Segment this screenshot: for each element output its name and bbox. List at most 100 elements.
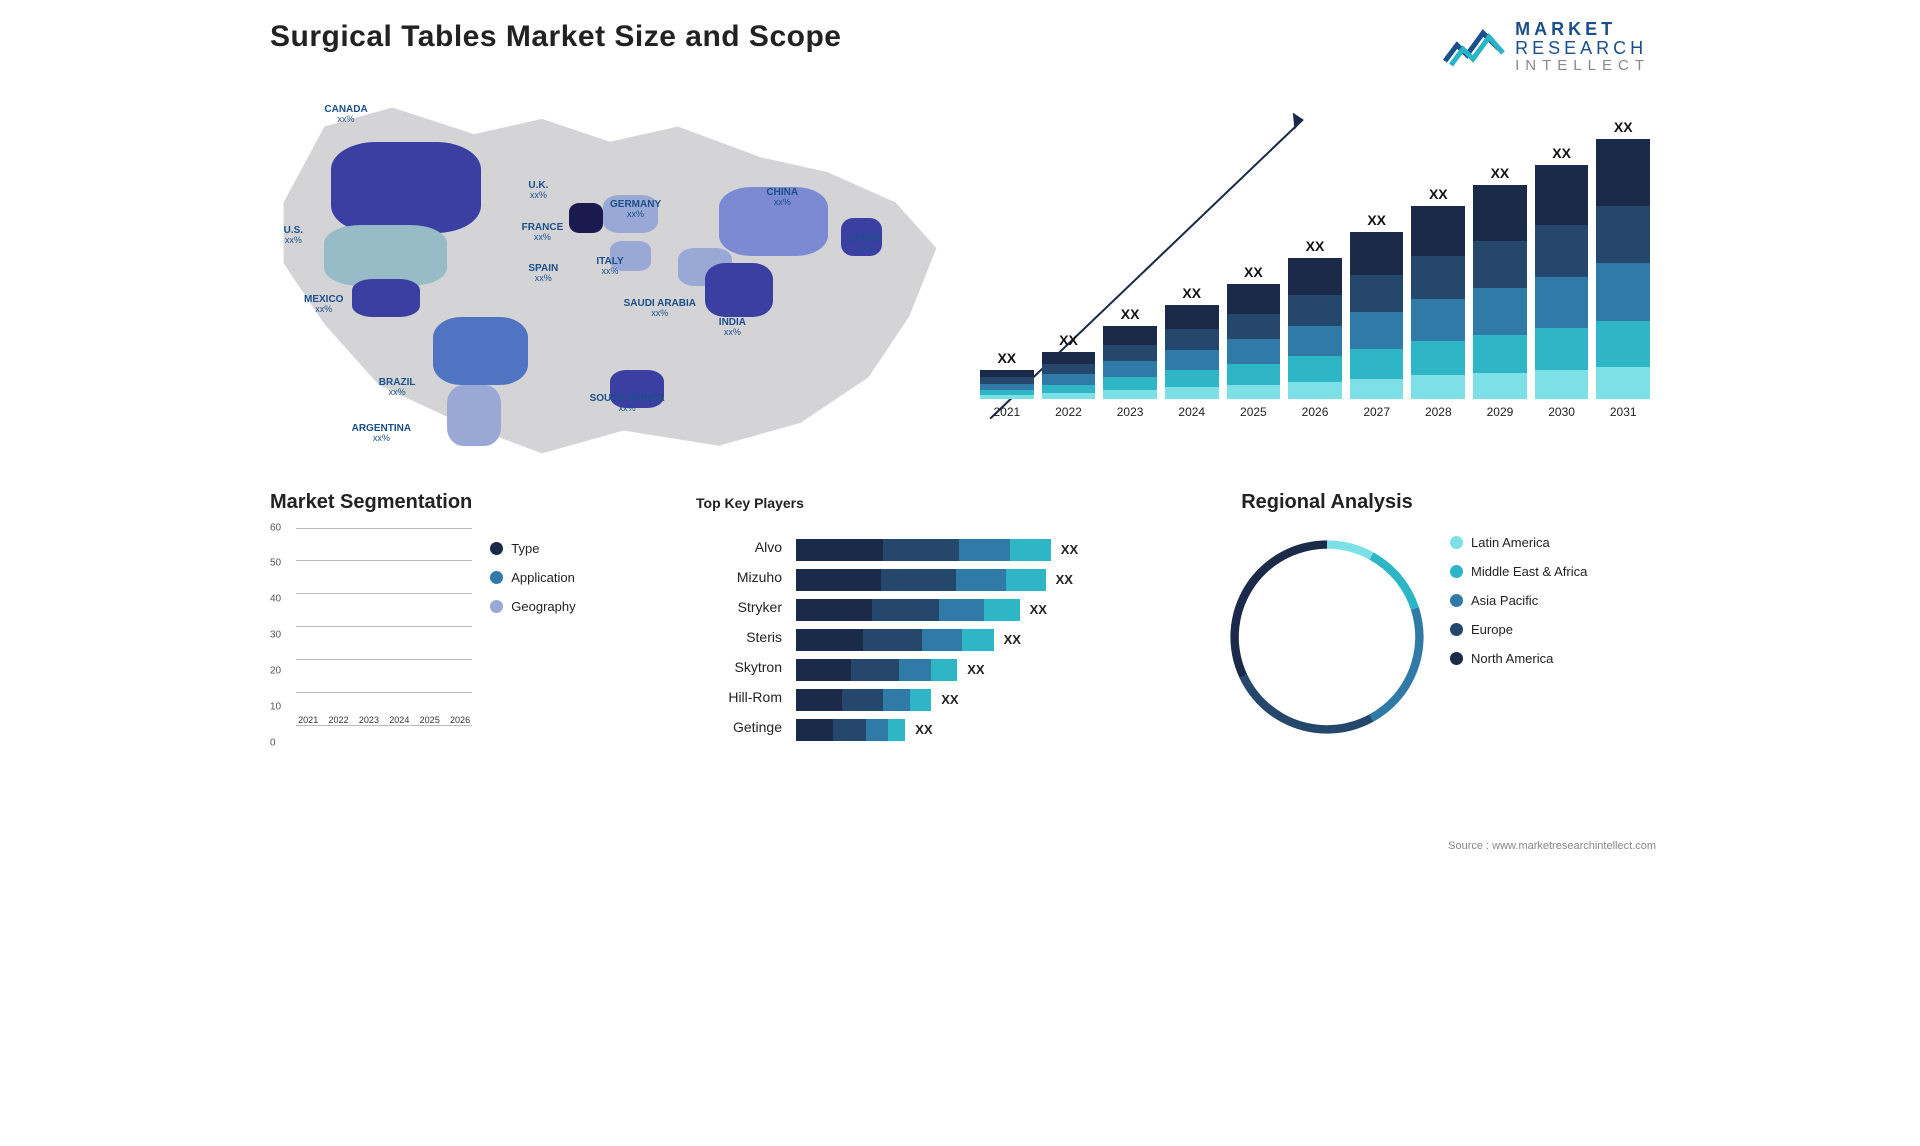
map-country-label: U.S.xx% — [284, 225, 303, 246]
growth-bar: XX 2024 — [1165, 285, 1219, 419]
seg-legend-item: Application — [490, 570, 670, 585]
map-country-label: SAUDI ARABIAxx% — [624, 298, 696, 319]
growth-bar-label: XX — [1059, 332, 1078, 348]
growth-xlabel: 2029 — [1487, 405, 1514, 419]
growth-xlabel: 2024 — [1178, 405, 1205, 419]
regional-legend-item: North America — [1450, 651, 1587, 666]
growth-xlabel: 2031 — [1610, 405, 1637, 419]
growth-bar: XX 2029 — [1473, 165, 1527, 418]
growth-xlabel: 2023 — [1117, 405, 1144, 419]
regional-donut — [1222, 532, 1432, 742]
regional-legend-item: Asia Pacific — [1450, 593, 1587, 608]
growth-xlabel: 2027 — [1363, 405, 1390, 419]
key-player-name: Getinge — [696, 715, 782, 745]
key-player-name: Stryker — [696, 595, 782, 625]
growth-bar-label: XX — [1306, 238, 1325, 254]
segmentation-panel: Market Segmentation 20212022202320242025… — [270, 491, 670, 747]
map-region — [569, 203, 603, 233]
growth-bar: XX 2027 — [1350, 212, 1404, 418]
map-country-label: SPAINxx% — [528, 263, 558, 284]
growth-xlabel: 2030 — [1548, 405, 1575, 419]
seg-ytick: 20 — [270, 665, 281, 676]
growth-bar-label: XX — [1244, 264, 1263, 280]
map-country-label: JAPANxx% — [848, 233, 881, 254]
map-country-label: INDIAxx% — [719, 317, 746, 338]
growth-bar: XX 2022 — [1042, 332, 1096, 419]
brand-logo: MARKET RESEARCH INTELLECT — [1443, 20, 1650, 74]
logo-line2: RESEARCH — [1515, 39, 1650, 58]
growth-xlabel: 2026 — [1302, 405, 1329, 419]
seg-xlabel: 2025 — [420, 715, 440, 725]
seg-legend-item: Type — [490, 541, 670, 556]
key-players-panel: Top Key Players AlvoMizuhoStrykerSterisS… — [696, 491, 1196, 747]
growth-bar-label: XX — [1182, 285, 1201, 301]
growth-bar-label: XX — [1367, 212, 1386, 228]
growth-bar: XX 2031 — [1596, 119, 1650, 419]
growth-xlabel: 2021 — [993, 405, 1020, 419]
map-region — [324, 225, 446, 286]
map-country-label: SOUTH AFRICAxx% — [590, 393, 665, 414]
key-player-row: XX — [796, 535, 1196, 565]
regional-legend-item: Europe — [1450, 622, 1587, 637]
map-region — [331, 142, 481, 233]
map-region — [705, 263, 773, 316]
world-map: CANADAxx% U.S.xx% MEXICOxx% BRAZILxx% ARGENT… — [270, 89, 950, 469]
seg-ytick: 40 — [270, 594, 281, 605]
map-country-label: FRANCExx% — [522, 222, 564, 243]
growth-xlabel: 2025 — [1240, 405, 1267, 419]
map-region — [433, 317, 528, 385]
map-country-label: ARGENTINAxx% — [352, 423, 411, 444]
key-player-row: XX — [796, 715, 1196, 745]
growth-bar: XX 2028 — [1411, 186, 1465, 418]
donut-slice — [1327, 540, 1374, 559]
growth-bar: XX 2026 — [1288, 238, 1342, 418]
regional-legend-item: Middle East & Africa — [1450, 564, 1587, 579]
donut-slice — [1369, 607, 1423, 722]
source-text: Source : www.marketresearchintellect.com — [1448, 840, 1656, 852]
key-player-row: XX — [796, 565, 1196, 595]
donut-slice — [1369, 552, 1418, 609]
growth-bar: XX 2025 — [1227, 264, 1281, 418]
growth-bar: XX2030 — [1535, 145, 1589, 419]
regional-panel: Regional Analysis Latin AmericaMiddle Ea… — [1222, 491, 1650, 747]
map-country-label: ITALYxx% — [596, 256, 623, 277]
donut-slice — [1240, 674, 1374, 733]
growth-xlabel: 2022 — [1055, 405, 1082, 419]
seg-ytick: 30 — [270, 630, 281, 641]
growth-bar-label: XX — [1491, 165, 1510, 181]
growth-bar-label: XX — [1429, 186, 1448, 202]
map-country-label: GERMANYxx% — [610, 199, 661, 220]
logo-line3: INTELLECT — [1515, 58, 1650, 74]
map-region — [447, 385, 501, 446]
growth-bar-label: XX — [1614, 119, 1633, 135]
seg-xlabel: 2024 — [389, 715, 409, 725]
key-player-row: XX — [796, 625, 1196, 655]
segmentation-title: Market Segmentation — [270, 491, 472, 514]
seg-ytick: 0 — [270, 737, 276, 748]
key-player-row: XX — [796, 595, 1196, 625]
key-player-row: XX — [796, 655, 1196, 685]
growth-bar-label: XX — [1121, 306, 1140, 322]
key-player-value: XX — [1030, 602, 1047, 617]
key-player-value: XX — [1056, 572, 1073, 587]
map-country-label: BRAZILxx% — [379, 377, 416, 398]
seg-xlabel: 2023 — [359, 715, 379, 725]
map-country-label: CHINAxx% — [766, 187, 798, 208]
growth-bar: XX 2021 — [980, 350, 1034, 419]
map-country-label: U.K.xx% — [528, 180, 548, 201]
key-player-value: XX — [1004, 632, 1021, 647]
key-player-value: XX — [967, 662, 984, 677]
seg-ytick: 50 — [270, 558, 281, 569]
page-title: Surgical Tables Market Size and Scope — [270, 20, 841, 54]
growth-xlabel: 2028 — [1425, 405, 1452, 419]
growth-bar-label: XX — [997, 350, 1016, 366]
key-player-name: Hill-Rom — [696, 685, 782, 715]
seg-ytick: 10 — [270, 701, 281, 712]
map-country-label: MEXICOxx% — [304, 294, 343, 315]
growth-bar: XX 2023 — [1103, 306, 1157, 419]
regional-legend-item: Latin America — [1450, 535, 1587, 550]
key-players-title: Top Key Players — [696, 491, 804, 521]
map-country-label: CANADAxx% — [324, 104, 367, 125]
seg-xlabel: 2026 — [450, 715, 470, 725]
seg-ytick: 60 — [270, 522, 281, 533]
